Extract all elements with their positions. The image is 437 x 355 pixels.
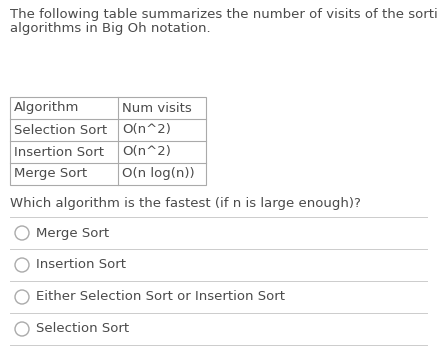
Text: Which algorithm is the fastest (if n is large enough)?: Which algorithm is the fastest (if n is … (10, 197, 361, 210)
Text: Insertion Sort: Insertion Sort (36, 258, 126, 272)
Text: algorithms in Big Oh notation.: algorithms in Big Oh notation. (10, 22, 211, 35)
Text: Either Selection Sort or Insertion Sort: Either Selection Sort or Insertion Sort (36, 290, 285, 304)
Text: O(n^2): O(n^2) (122, 124, 171, 137)
Text: Num visits: Num visits (122, 102, 192, 115)
Text: Algorithm: Algorithm (14, 102, 80, 115)
Text: Selection Sort: Selection Sort (14, 124, 107, 137)
Text: Merge Sort: Merge Sort (14, 168, 87, 180)
Text: Insertion Sort: Insertion Sort (14, 146, 104, 158)
Bar (10, 97, 206, 185)
Text: Merge Sort: Merge Sort (36, 226, 109, 240)
Text: The following table summarizes the number of visits of the sorting: The following table summarizes the numbe… (10, 8, 437, 21)
Text: O(n log(n)): O(n log(n)) (122, 168, 194, 180)
Text: Selection Sort: Selection Sort (36, 322, 129, 335)
Text: O(n^2): O(n^2) (122, 146, 171, 158)
